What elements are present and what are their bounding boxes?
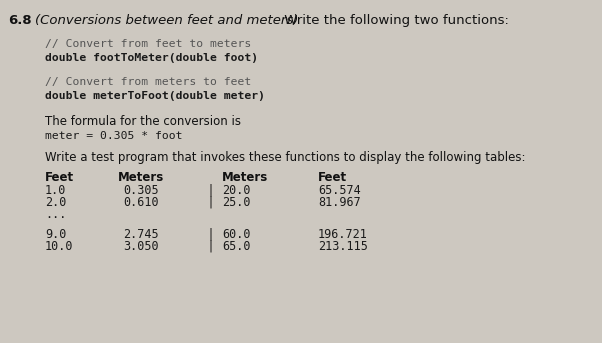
Text: |: | xyxy=(208,240,212,253)
Text: Write the following two functions:: Write the following two functions: xyxy=(280,14,509,27)
Text: 6.8: 6.8 xyxy=(8,14,32,27)
Text: Write a test program that invokes these functions to display the following table: Write a test program that invokes these … xyxy=(45,151,526,164)
Text: 81.967: 81.967 xyxy=(318,196,361,209)
Text: 25.0: 25.0 xyxy=(222,196,250,209)
Text: 2.745: 2.745 xyxy=(123,228,158,241)
Text: The formula for the conversion is: The formula for the conversion is xyxy=(45,115,241,128)
Text: 65.0: 65.0 xyxy=(222,240,250,253)
Text: 196.721: 196.721 xyxy=(318,228,368,241)
Text: 0.305: 0.305 xyxy=(123,184,158,197)
Text: meter = 0.305 * foot: meter = 0.305 * foot xyxy=(45,131,182,141)
Text: |: | xyxy=(208,196,212,209)
Text: 0.610: 0.610 xyxy=(123,196,158,209)
Text: 213.115: 213.115 xyxy=(318,240,368,253)
Text: 9.0: 9.0 xyxy=(45,228,66,241)
Text: 20.0: 20.0 xyxy=(222,184,250,197)
Text: |: | xyxy=(208,184,212,197)
Text: |: | xyxy=(208,228,212,241)
Text: 3.050: 3.050 xyxy=(123,240,158,253)
Text: (Conversions between feet and meters): (Conversions between feet and meters) xyxy=(35,14,299,27)
Text: Feet: Feet xyxy=(45,171,74,184)
Text: Feet: Feet xyxy=(318,171,347,184)
Text: 60.0: 60.0 xyxy=(222,228,250,241)
Text: // Convert from meters to feet: // Convert from meters to feet xyxy=(45,77,251,87)
Text: // Convert from feet to meters: // Convert from feet to meters xyxy=(45,39,251,49)
Text: ...: ... xyxy=(45,208,66,221)
Text: 1.0: 1.0 xyxy=(45,184,66,197)
Text: Meters: Meters xyxy=(222,171,268,184)
Text: 2.0: 2.0 xyxy=(45,196,66,209)
Text: 65.574: 65.574 xyxy=(318,184,361,197)
Text: Meters: Meters xyxy=(118,171,164,184)
Text: double footToMeter(double foot): double footToMeter(double foot) xyxy=(45,53,258,63)
Text: 10.0: 10.0 xyxy=(45,240,73,253)
Text: double meterToFoot(double meter): double meterToFoot(double meter) xyxy=(45,91,265,101)
